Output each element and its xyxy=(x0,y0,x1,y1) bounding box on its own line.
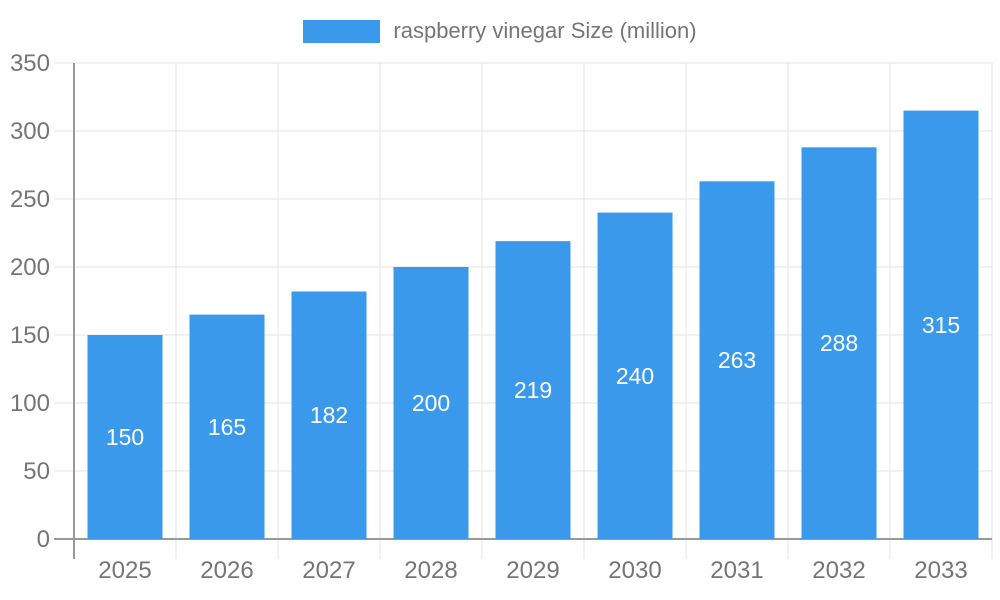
bar-value-label: 219 xyxy=(514,377,552,403)
x-tick-label: 2031 xyxy=(710,557,763,584)
y-tick-label: 100 xyxy=(10,390,50,417)
x-tick-label: 2025 xyxy=(98,557,151,584)
x-tick-label: 2029 xyxy=(506,557,559,584)
y-tick-label: 200 xyxy=(10,254,50,281)
legend[interactable]: raspberry vinegar Size (million) xyxy=(0,18,1000,44)
bar-value-label: 288 xyxy=(820,330,858,356)
legend-label: raspberry vinegar Size (million) xyxy=(393,18,697,43)
bar-value-label: 200 xyxy=(412,390,450,416)
bar-2028[interactable] xyxy=(393,267,469,539)
x-tick-label: 2026 xyxy=(200,557,253,584)
bar-2025[interactable] xyxy=(87,335,163,539)
bar-value-label: 182 xyxy=(310,402,348,428)
y-tick-label: 0 xyxy=(37,526,50,553)
bar-2032[interactable] xyxy=(801,147,877,539)
legend-swatch xyxy=(303,19,381,43)
y-tick-label: 150 xyxy=(10,322,50,349)
bar-value-label: 240 xyxy=(616,363,654,389)
bar-value-label: 150 xyxy=(106,424,144,450)
bar-2030[interactable] xyxy=(597,212,673,539)
x-tick-label: 2032 xyxy=(812,557,865,584)
bar-2031[interactable] xyxy=(699,181,775,539)
x-tick-label: 2027 xyxy=(302,557,355,584)
bar-2029[interactable] xyxy=(495,241,571,539)
x-tick-label: 2028 xyxy=(404,557,457,584)
x-tick-label: 2030 xyxy=(608,557,661,584)
bar-2033[interactable] xyxy=(903,110,979,539)
bar-value-label: 263 xyxy=(718,347,756,373)
bar-2027[interactable] xyxy=(291,291,367,539)
bar-value-label: 165 xyxy=(208,414,246,440)
x-tick-label: 2033 xyxy=(914,557,967,584)
y-tick-label: 300 xyxy=(10,118,50,145)
bar-value-label: 315 xyxy=(922,312,960,338)
y-tick-label: 250 xyxy=(10,186,50,213)
bar-2026[interactable] xyxy=(189,314,265,539)
y-tick-label: 350 xyxy=(10,50,50,77)
y-tick-label: 50 xyxy=(23,458,50,485)
